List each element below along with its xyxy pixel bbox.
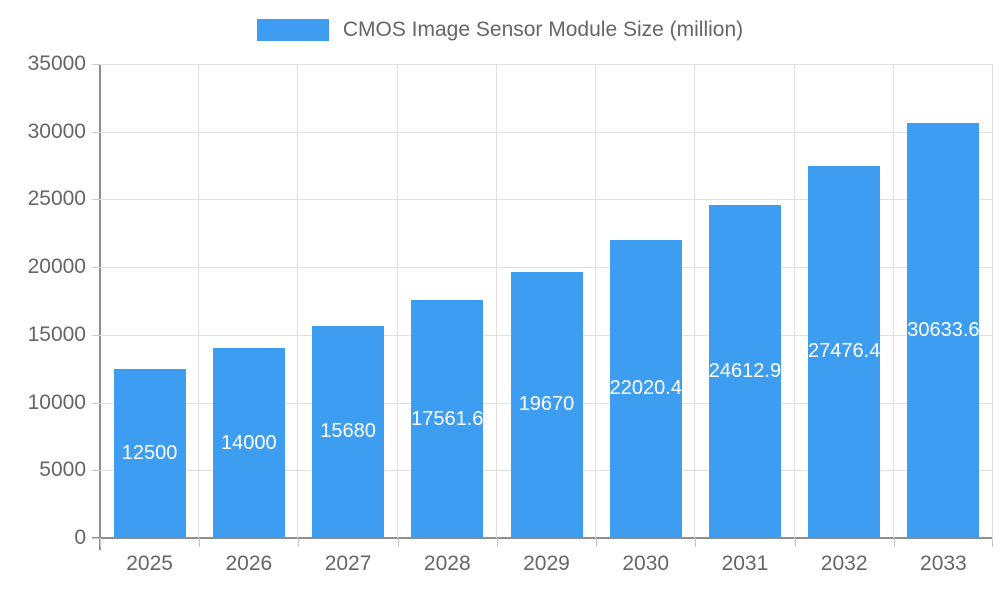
y-axis-tick-label: 0 <box>74 526 86 549</box>
bar-value-label: 14000 <box>221 431 277 454</box>
y-axis-tick-label: 25000 <box>27 187 86 211</box>
x-axis-tick <box>100 538 101 547</box>
bar-value-label: 15680 <box>320 420 376 443</box>
bar-2030[interactable]: 22020.4 <box>609 239 682 538</box>
bar-value-label: 27476.4 <box>808 340 881 363</box>
gridline-vertical <box>694 64 696 538</box>
gridline-horizontal <box>100 131 993 133</box>
x-axis-tick-label: 2027 <box>324 552 372 575</box>
x-axis-tick-label: 2029 <box>523 552 570 575</box>
bar-2032[interactable]: 27476.4 <box>808 165 881 538</box>
y-axis-tick <box>92 470 100 472</box>
bar-value-label: 24612.9 <box>708 359 781 382</box>
bar-2027[interactable]: 15680 <box>312 325 385 538</box>
bar-value-label: 12500 <box>121 441 178 464</box>
gridline-horizontal <box>100 64 993 65</box>
x-axis-labels: 2025 2026 2027 2028 2029 2030 2031 2032 2033 <box>100 552 993 582</box>
bar-2033[interactable]: 30633.6 <box>907 123 980 538</box>
y-axis-tick <box>92 199 100 201</box>
plot-area: 12500 14000 15680 17561.6 19670 22020.4 24612.… <box>92 64 993 550</box>
bar-value-label: 17561.6 <box>411 407 484 430</box>
x-axis-tick <box>397 538 399 547</box>
y-axis-tick <box>92 64 100 65</box>
gridline-vertical <box>297 64 299 538</box>
x-axis-line <box>92 537 993 539</box>
y-axis-tick <box>92 538 100 539</box>
legend-item[interactable]: CMOS Image Sensor Module Size (million) <box>256 18 744 42</box>
y-axis-tick-label: 10000 <box>27 390 86 414</box>
y-axis-tick <box>92 402 100 404</box>
gridline-vertical <box>793 64 795 538</box>
x-axis-tick <box>992 538 993 547</box>
bar-2025[interactable]: 12500 <box>113 368 186 538</box>
y-axis-tick-label: 15000 <box>27 322 86 346</box>
y-axis-tick-label: 5000 <box>39 458 86 482</box>
gridline-horizontal <box>100 199 993 201</box>
x-axis-tick-label: 2028 <box>423 552 471 575</box>
y-axis-tick <box>92 131 100 133</box>
x-axis-tick <box>496 538 498 547</box>
x-axis-tick <box>695 538 697 547</box>
x-axis-tick-label: 2025 <box>126 552 173 575</box>
bar-value-label: 22020.4 <box>609 377 682 400</box>
x-axis-tick-label: 2033 <box>920 552 967 575</box>
legend-swatch <box>256 19 329 41</box>
x-axis-tick <box>794 538 796 547</box>
y-axis-tick-label: 20000 <box>27 255 86 279</box>
x-axis-tick <box>893 538 895 547</box>
x-axis-tick-label: 2026 <box>225 552 273 575</box>
gridline-vertical <box>992 64 993 538</box>
bar-2029[interactable]: 19670 <box>510 271 583 538</box>
x-axis-tick <box>596 538 598 547</box>
bar-value-label: 19670 <box>518 393 575 416</box>
x-axis-tick-label: 2031 <box>721 552 769 575</box>
bar-2026[interactable]: 14000 <box>212 348 285 538</box>
bar-2028[interactable]: 17561.6 <box>411 300 484 538</box>
x-axis-tick <box>298 538 300 547</box>
gridline-vertical <box>595 64 597 538</box>
y-axis-tick <box>92 267 100 269</box>
y-axis-line <box>99 64 101 550</box>
x-axis-tick-label: 2032 <box>820 552 868 575</box>
bar-2031[interactable]: 24612.9 <box>708 204 781 538</box>
gridline-vertical <box>198 64 200 538</box>
x-axis-tick <box>199 538 201 547</box>
gridline-vertical <box>396 64 398 538</box>
legend: CMOS Image Sensor Module Size (million) <box>0 18 1000 42</box>
x-axis-tick-label: 2030 <box>622 552 670 575</box>
y-axis-tick-label: 35000 <box>27 52 86 75</box>
bar-value-label: 30633.6 <box>907 319 980 342</box>
gridline-horizontal <box>100 267 993 269</box>
y-axis-labels: 35000 30000 25000 20000 15000 10000 5000 0 <box>0 53 86 549</box>
y-axis-tick <box>92 334 100 336</box>
gridline-vertical <box>892 64 894 538</box>
y-axis-tick-label: 30000 <box>27 119 86 143</box>
legend-label: CMOS Image Sensor Module Size (million) <box>342 18 744 41</box>
gridline-vertical <box>495 64 497 538</box>
